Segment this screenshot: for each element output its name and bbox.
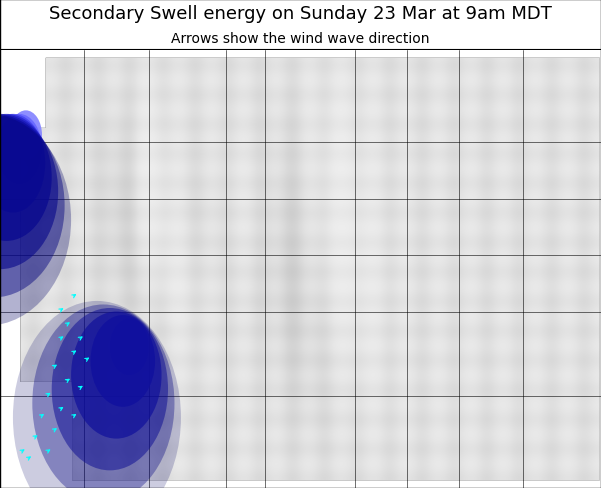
Text: Arrows show the wind wave direction: Arrows show the wind wave direction xyxy=(171,31,430,45)
Ellipse shape xyxy=(0,115,52,242)
Ellipse shape xyxy=(110,319,148,375)
Ellipse shape xyxy=(0,115,42,185)
Ellipse shape xyxy=(71,312,162,439)
Ellipse shape xyxy=(91,315,155,407)
Ellipse shape xyxy=(13,301,181,488)
Ellipse shape xyxy=(0,115,58,269)
Ellipse shape xyxy=(52,308,168,470)
Ellipse shape xyxy=(32,305,174,488)
Ellipse shape xyxy=(10,111,42,161)
Ellipse shape xyxy=(0,115,65,298)
Text: Secondary Swell energy on Sunday 23 Mar at 9am MDT: Secondary Swell energy on Sunday 23 Mar … xyxy=(49,5,552,23)
Ellipse shape xyxy=(0,115,71,326)
Ellipse shape xyxy=(0,115,45,213)
